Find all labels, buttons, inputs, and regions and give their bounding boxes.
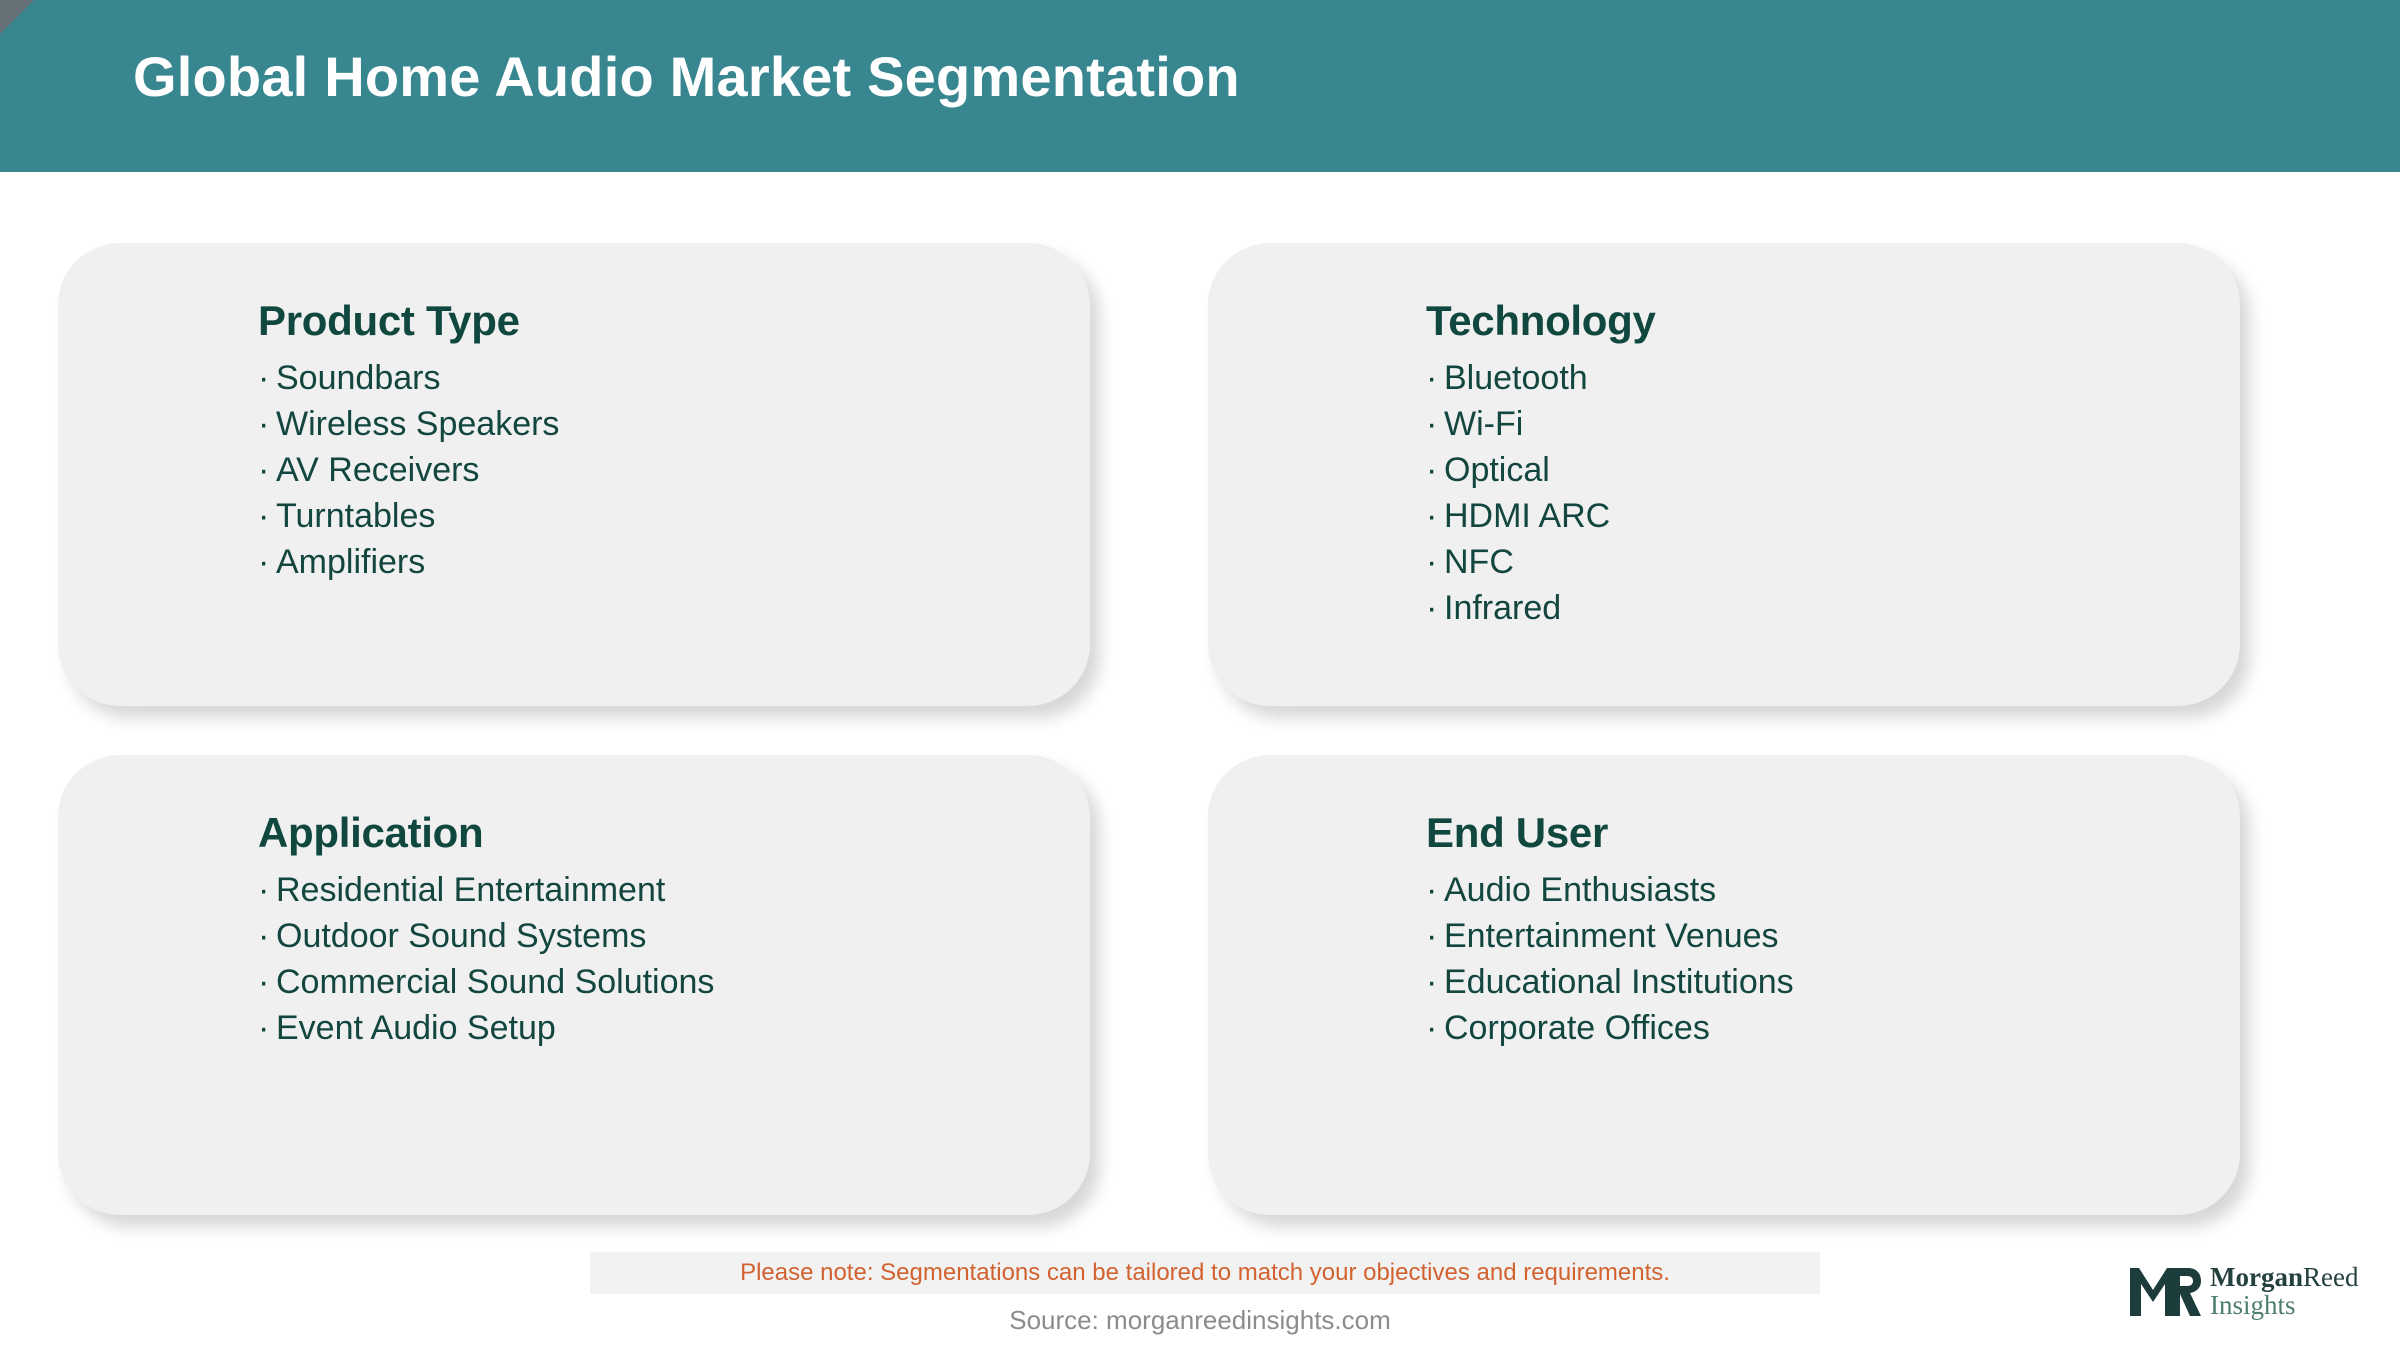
card-content: Product Type · Soundbars · Wireless Speake… [258,297,1050,585]
list-item: · Optical [1426,447,2200,493]
list-item-label: Corporate Offices [1444,1009,1710,1048]
company-logo: MorganReed Insights [2128,1256,2378,1328]
bullet-icon: · [1426,963,1438,1002]
list-item-label: Infrared [1444,589,1562,628]
list-item: · Entertainment Venues [1426,913,2200,959]
bullet-icon: · [258,871,270,910]
bullet-icon: · [258,405,270,444]
logo-tagline: Insights [2210,1290,2296,1320]
bullet-icon: · [1426,405,1438,444]
list-item: · Residential Entertainment [258,867,1050,913]
card-title: End User [1426,809,1608,856]
list-item-label: Optical [1444,451,1550,490]
list-item-label: Bluetooth [1444,359,1588,398]
list-item: · Corporate Offices [1426,1005,2200,1051]
list-item: · AV Receivers [258,447,1050,493]
page-header: Global Home Audio Market Segmentation [0,0,2400,172]
list-item-label: Commercial Sound Solutions [276,963,715,1002]
bullet-icon: · [258,543,270,582]
list-item: · Commercial Sound Solutions [258,959,1050,1005]
list-item-label: Turntables [276,497,436,536]
list-item-label: Wi-Fi [1444,405,1524,444]
list-item: · HDMI ARC [1426,493,2200,539]
bullet-icon: · [1426,1009,1438,1048]
card-title: Technology [1426,297,1656,344]
bullet-icon: · [1426,543,1438,582]
segment-card-technology: Technology · Bluetooth · Wi-Fi · Optical · H… [1208,243,2240,706]
logo-name-light: Reed [2302,1262,2359,1293]
list-item-label: Residential Entertainment [276,871,666,910]
bullet-icon: · [258,1009,270,1048]
mr-monogram-icon [2130,1268,2201,1316]
list-item-label: Entertainment Venues [1444,917,1779,956]
bullet-icon: · [1426,451,1438,490]
list-item: · Wi-Fi [1426,401,2200,447]
page-title: Global Home Audio Market Segmentation [133,45,1240,108]
bullet-icon: · [1426,589,1438,628]
list-item-label: AV Receivers [276,451,480,490]
list-item-label: Amplifiers [276,543,426,582]
list-item: · Educational Institutions [1426,959,2200,1005]
disclaimer-banner: Please note: Segmentations can be tailor… [590,1252,1820,1294]
list-item: · Outdoor Sound Systems [258,913,1050,959]
disclaimer-text: Please note: Segmentations can be tailor… [740,1259,1670,1286]
card-title: Product Type [258,297,520,344]
list-item: · Turntables [258,493,1050,539]
list-item: · Infrared [1426,585,2200,631]
bullet-icon: · [1426,497,1438,536]
list-item: · Audio Enthusiasts [1426,867,2200,913]
bullet-icon: · [258,497,270,536]
bullet-icon: · [258,359,270,398]
list-item: · NFC [1426,539,2200,585]
logo-name-bold: Morgan [2210,1262,2303,1293]
list-item: · Amplifiers [258,539,1050,585]
list-item-label: Soundbars [276,359,441,398]
bullet-icon: · [258,917,270,956]
list-item-label: Outdoor Sound Systems [276,917,647,956]
bullet-icon: · [1426,871,1438,910]
segment-card-end-user: End User · Audio Enthusiasts · Entertainme… [1208,755,2240,1215]
list-item-label: HDMI ARC [1444,497,1611,536]
segment-card-product-type: Product Type · Soundbars · Wireless Speake… [58,243,1090,706]
list-item: · Soundbars [258,355,1050,401]
bullet-icon: · [258,451,270,490]
card-content: Application · Residential Entertainment ·… [258,809,1050,1051]
corner-fold-decoration [0,0,34,34]
logo-wordmark: MorganReed Insights [2210,1264,2358,1319]
list-item: · Bluetooth [1426,355,2200,401]
logo-company-name: MorganReed [2210,1264,2358,1292]
bullet-icon: · [1426,359,1438,398]
card-item-list: · Soundbars · Wireless Speakers · AV Receiv… [258,355,1050,585]
segment-card-application: Application · Residential Entertainment ·… [58,755,1090,1215]
list-item-label: Educational Institutions [1444,963,1794,1002]
bullet-icon: · [1426,917,1438,956]
card-content: End User · Audio Enthusiasts · Entertainme… [1426,809,2200,1051]
source-attribution: Source: morganreedinsights.com [1009,1305,1391,1335]
bullet-icon: · [258,963,270,1002]
list-item: · Event Audio Setup [258,1005,1050,1051]
list-item-label: NFC [1444,543,1514,582]
card-content: Technology · Bluetooth · Wi-Fi · Optical · H… [1426,297,2200,631]
list-item-label: Event Audio Setup [276,1009,556,1048]
card-item-list: · Audio Enthusiasts · Entertainment Venues… [1426,867,2200,1051]
list-item-label: Wireless Speakers [276,405,560,444]
card-title: Application [258,809,484,856]
list-item-label: Audio Enthusiasts [1444,871,1717,910]
card-item-list: · Bluetooth · Wi-Fi · Optical · HDMI ARC · NF… [1426,355,2200,631]
card-item-list: · Residential Entertainment · Outdoor Soun… [258,867,1050,1051]
list-item: · Wireless Speakers [258,401,1050,447]
